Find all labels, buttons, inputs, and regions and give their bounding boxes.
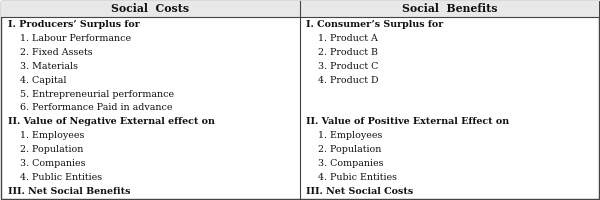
Text: 5. Entrepreneurial performance: 5. Entrepreneurial performance [20, 90, 174, 99]
Text: 3. Materials: 3. Materials [20, 62, 78, 71]
Text: 1. Employees: 1. Employees [318, 131, 382, 140]
Text: 2. Fixed Assets: 2. Fixed Assets [20, 48, 92, 57]
Text: 1. Product A: 1. Product A [318, 34, 378, 43]
Text: 3. Product C: 3. Product C [318, 62, 379, 71]
Text: 6. Performance Paid in advance: 6. Performance Paid in advance [20, 104, 173, 112]
Text: I. Producers’ Surplus for: I. Producers’ Surplus for [8, 20, 140, 29]
Text: 1. Employees: 1. Employees [20, 131, 85, 140]
Text: 4. Capital: 4. Capital [20, 76, 67, 85]
Text: III. Net Social Benefits: III. Net Social Benefits [8, 187, 131, 196]
Text: II. Value of Negative External effect on: II. Value of Negative External effect on [8, 117, 215, 126]
Text: 2. Population: 2. Population [318, 145, 382, 154]
Text: III. Net Social Costs: III. Net Social Costs [306, 187, 413, 196]
Text: Social  Benefits: Social Benefits [402, 3, 498, 15]
Text: 1. Labour Performance: 1. Labour Performance [20, 34, 131, 43]
Text: 4. Pubic Entities: 4. Pubic Entities [318, 173, 397, 182]
Text: 3. Companies: 3. Companies [318, 159, 383, 168]
Bar [300, 1, 599, 17]
Text: II. Value of Positive External Effect on: II. Value of Positive External Effect on [306, 117, 509, 126]
Bar [1, 1, 300, 17]
Text: 4. Product D: 4. Product D [318, 76, 379, 85]
Text: 3. Companies: 3. Companies [20, 159, 86, 168]
Text: 2. Product B: 2. Product B [318, 48, 378, 57]
Text: Social  Costs: Social Costs [111, 3, 189, 15]
Text: 4. Public Entities: 4. Public Entities [20, 173, 102, 182]
Text: 2. Population: 2. Population [20, 145, 83, 154]
Text: I. Consumer’s Surplus for: I. Consumer’s Surplus for [306, 20, 443, 29]
